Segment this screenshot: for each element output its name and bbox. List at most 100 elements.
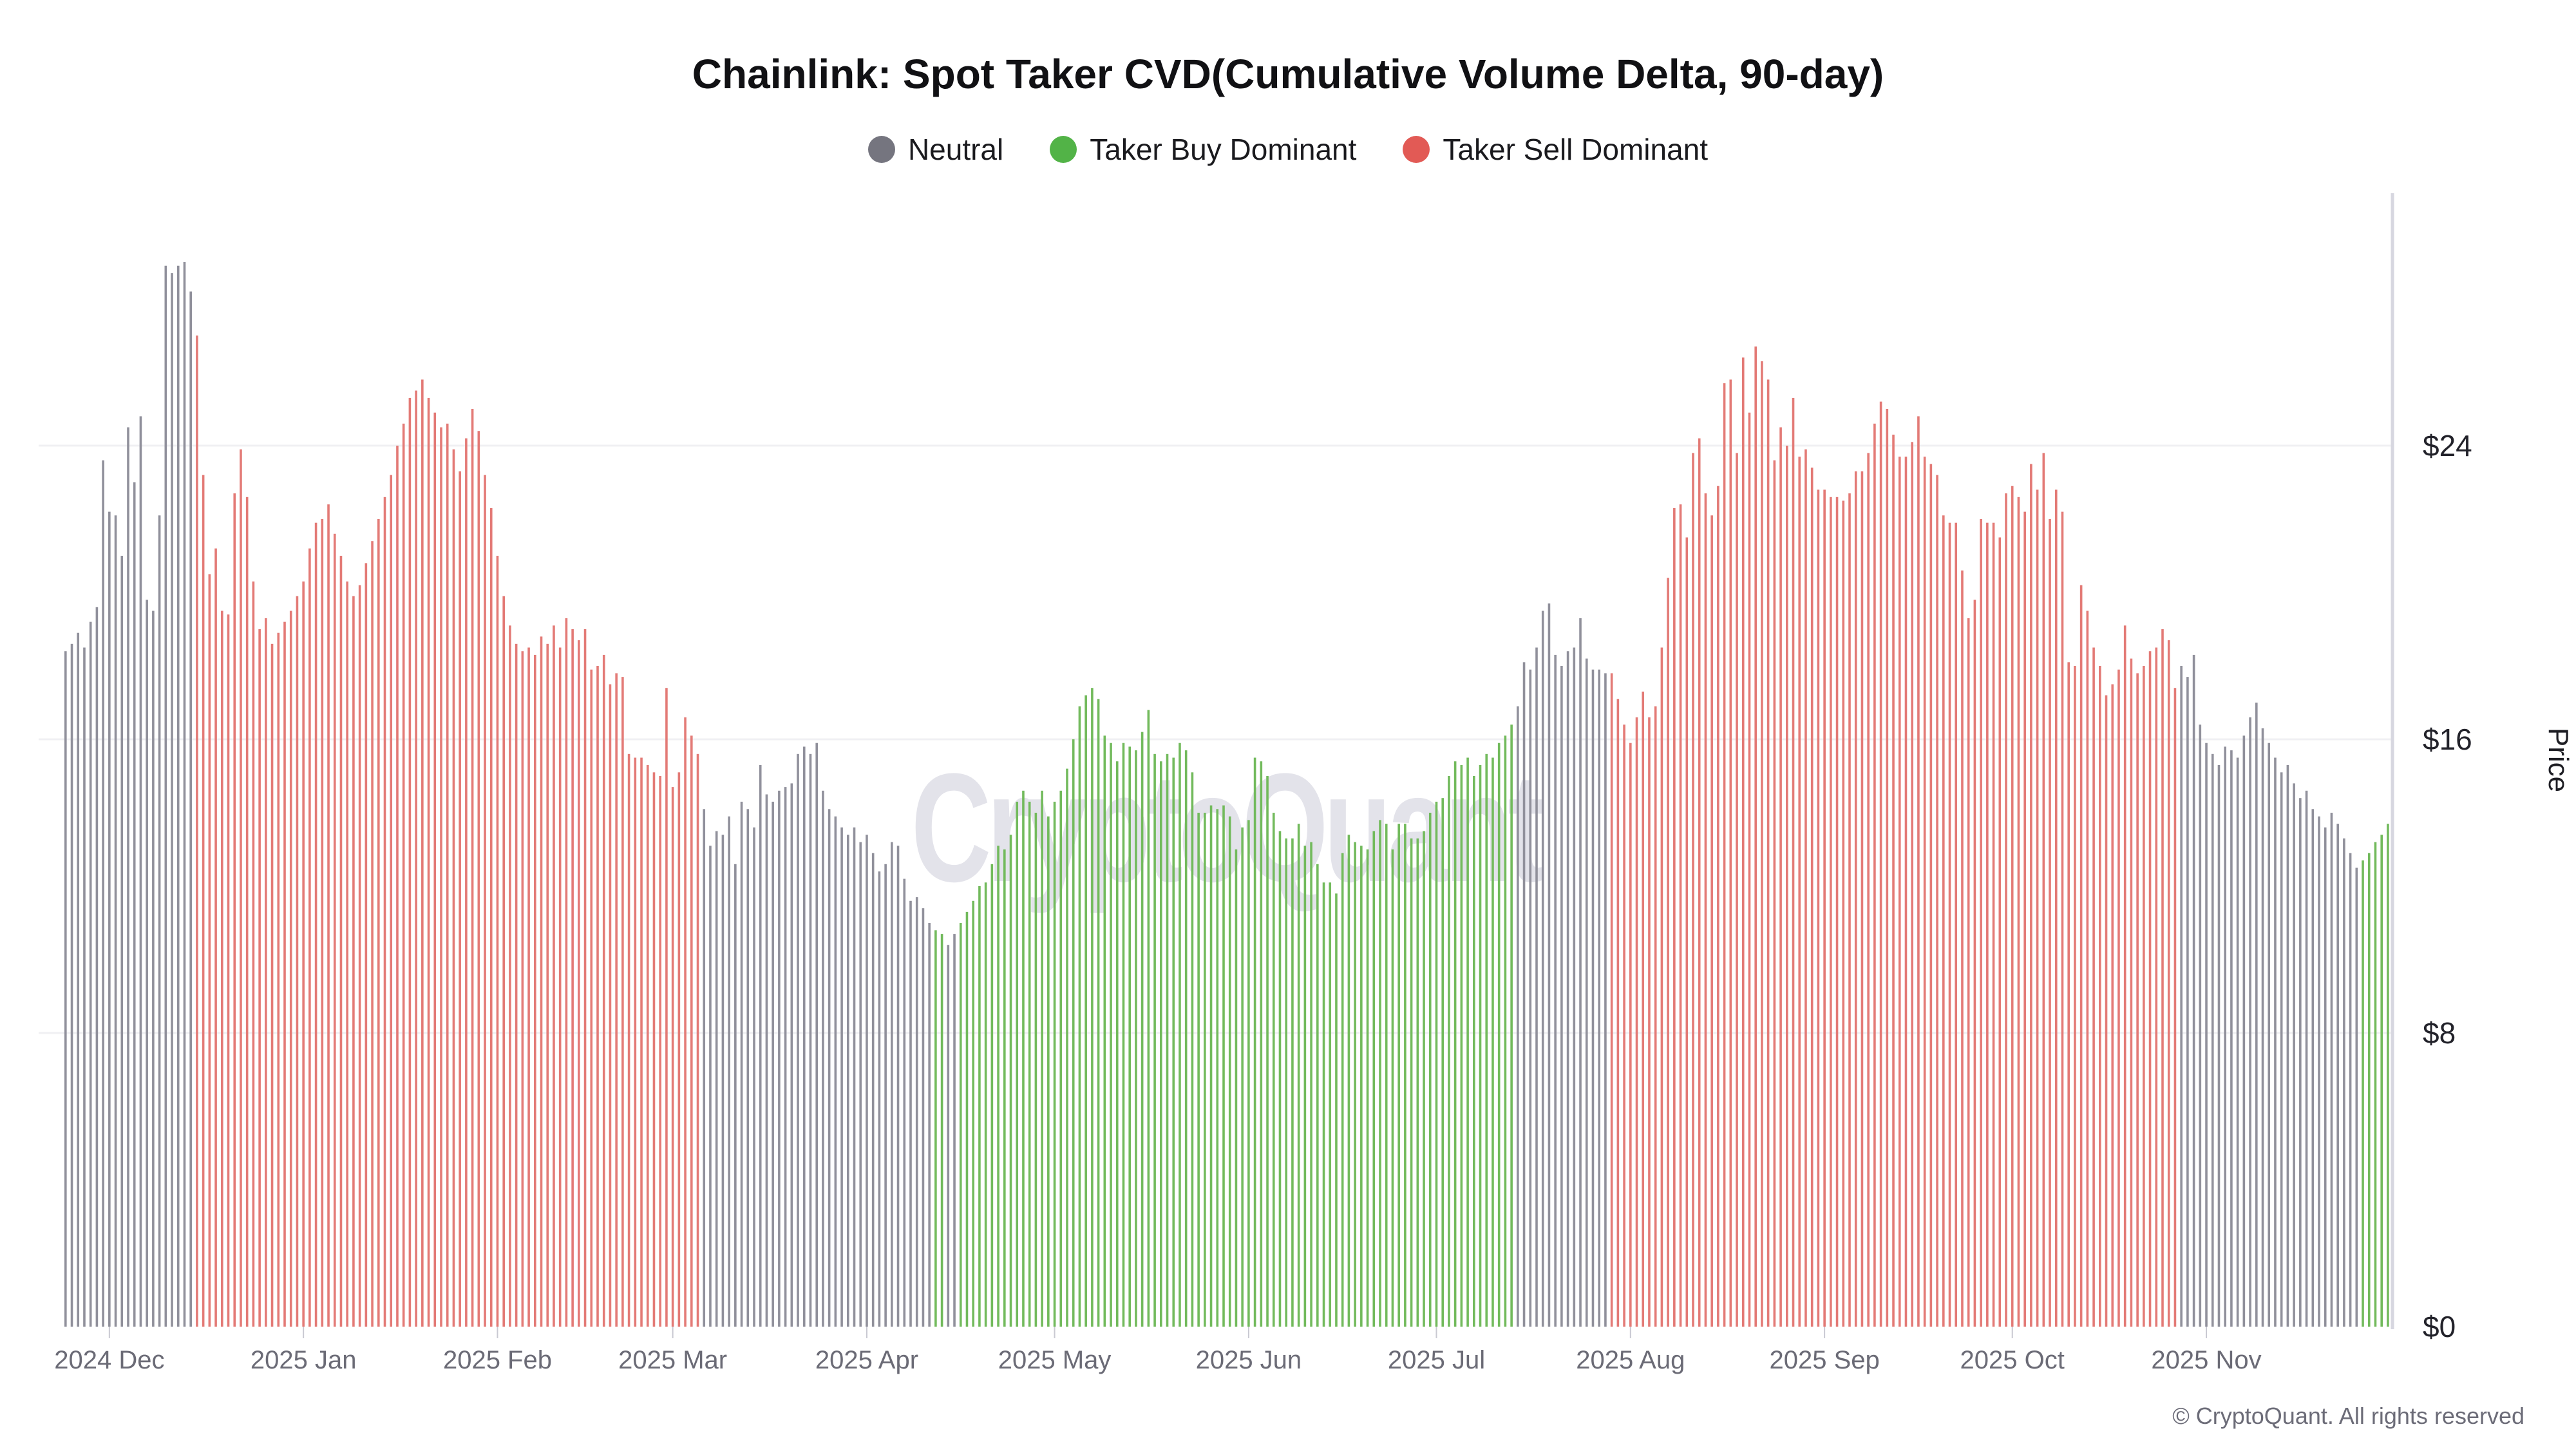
x-tick-label: 2025 Aug [1576,1346,1685,1374]
price-bar-buy [1166,753,1169,1327]
price-bar-sell [1748,412,1751,1327]
price-bar-sell [521,651,524,1327]
price-bar-buy [1160,761,1162,1327]
price-bar-sell [1892,434,1895,1327]
sell-dot-icon [1403,136,1430,163]
price-bar-sell [2079,585,2083,1327]
price-bar-buy [1335,893,1338,1327]
price-bar-neutral [797,753,799,1327]
price-bar-sell [1911,442,1913,1327]
price-bar-buy [1297,824,1300,1327]
y-axis-title: Price [2543,728,2574,792]
price-bar-sell [421,379,424,1327]
price-bar-sell [690,735,693,1327]
price-bar-sell [596,666,599,1327]
price-bar-sell [1886,409,1889,1327]
price-bar-sell [1710,515,1713,1327]
price-bar-neutral [2299,798,2302,1327]
price-bar-sell [202,475,205,1327]
price-bar-sell [578,640,580,1327]
price-bar-buy [1360,846,1363,1327]
price-bar-sell [1861,471,1864,1327]
price-bar-sell [534,654,536,1327]
price-bar-sell [2092,647,2095,1327]
price-bar-sell [1823,489,1826,1327]
price-bar-sell [602,654,605,1327]
legend-item-buy[interactable]: Taker Buy Dominant [1050,132,1356,167]
price-bar-sell [396,446,399,1327]
page-title: Chainlink: Spot Taker CVD(Cumulative Vol… [692,51,1884,97]
price-bar-sell [2111,684,2114,1327]
legend-item-sell[interactable]: Taker Sell Dominant [1403,132,1708,167]
price-bar-neutral [83,647,86,1327]
price-bar-sell [652,772,656,1327]
price-bar-sell [1835,497,1839,1327]
price-bar-sell [527,647,530,1327]
price-bar-sell [1766,379,1770,1327]
price-bar-sell [1648,717,1651,1327]
price-bar-buy [1441,798,1444,1327]
price-bar-neutral [822,790,824,1327]
price-bar-sell [1635,717,1638,1327]
price-bar-neutral [164,265,167,1327]
price-bar-sell [327,504,330,1327]
x-tick-label: 2024 Dec [54,1346,164,1374]
price-bar-sell [1642,691,1645,1327]
price-bar-buy [1404,824,1406,1327]
price-bar-neutral [133,482,136,1327]
x-tick-label: 2025 Oct [1960,1346,2065,1374]
price-bar-buy [1209,805,1213,1327]
price-bar-neutral [853,827,856,1327]
price-bar-sell [1854,471,1857,1327]
price-bar-sell [471,409,474,1327]
price-bar-neutral [1604,673,1607,1327]
price-bar-sell [214,548,217,1327]
price-bar-neutral [1573,647,1576,1327]
price-bar-neutral [1522,662,1526,1327]
price-bar-neutral [1598,669,1600,1327]
price-bar-sell [1830,497,1832,1327]
price-bar-neutral [2336,824,2339,1327]
price-bar-sell [1610,673,1613,1327]
price-bar-sell [2105,695,2108,1327]
price-bar-neutral [2349,853,2352,1327]
price-bar-neutral [1591,669,1595,1327]
price-bar-sell [2023,511,2026,1327]
price-bar-buy [1066,768,1068,1327]
price-bar-sell [1879,401,1882,1327]
price-bar-sell [258,629,261,1327]
price-bar-buy [1084,695,1087,1327]
price-bar-sell [1654,706,1657,1327]
price-bar-buy [934,930,937,1327]
price-bar-neutral [790,783,793,1327]
price-bar-sell [2155,647,2158,1327]
price-bar-neutral [734,864,737,1327]
price-bar-sell [553,625,555,1327]
legend-label-sell: Taker Sell Dominant [1443,133,1709,166]
price-bar-buy [2362,860,2364,1327]
price-bar-buy [1003,849,1006,1327]
price-bar-buy [1053,801,1056,1327]
price-bar-buy [1272,813,1275,1327]
x-tick-label: 2025 Apr [815,1346,918,1374]
price-bar-buy [1454,761,1457,1327]
price-bar-sell [1955,522,1958,1327]
price-bar-neutral [2211,753,2214,1327]
price-bar-buy [1291,838,1294,1327]
price-bar-sell [402,423,405,1327]
price-bar-sell [627,753,630,1327]
price-bar-buy [990,864,994,1327]
price-bar-neutral [1579,618,1582,1327]
price-bar-sell [640,757,643,1327]
y-tick-label-16: $16 [2423,723,2472,756]
price-bar-neutral [2343,838,2345,1327]
legend-item-neutral[interactable]: Neutral [867,132,1003,167]
price-bar-buy [1316,864,1319,1327]
price-bar-sell [2148,651,2152,1327]
price-bar-buy [1303,846,1307,1327]
price-bar-neutral [759,764,762,1327]
price-bar-sell [571,629,574,1327]
price-bar-neutral [70,643,73,1327]
price-bar-neutral [728,816,730,1327]
